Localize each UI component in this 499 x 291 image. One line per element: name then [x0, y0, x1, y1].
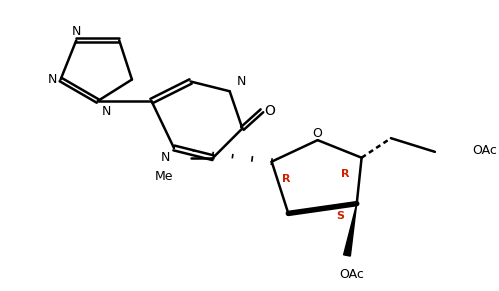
- Text: OAc: OAc: [472, 144, 497, 157]
- Text: N: N: [237, 75, 246, 88]
- Text: O: O: [313, 127, 322, 140]
- Text: Me: Me: [155, 170, 174, 183]
- Text: N: N: [47, 73, 57, 86]
- Text: N: N: [71, 24, 81, 38]
- Text: S: S: [336, 211, 344, 221]
- Text: R: R: [282, 174, 290, 184]
- Text: R: R: [341, 169, 349, 179]
- Text: N: N: [161, 151, 170, 164]
- Text: N: N: [102, 105, 111, 118]
- Polygon shape: [344, 204, 357, 256]
- Text: OAc: OAc: [339, 269, 364, 281]
- Text: O: O: [264, 104, 275, 118]
